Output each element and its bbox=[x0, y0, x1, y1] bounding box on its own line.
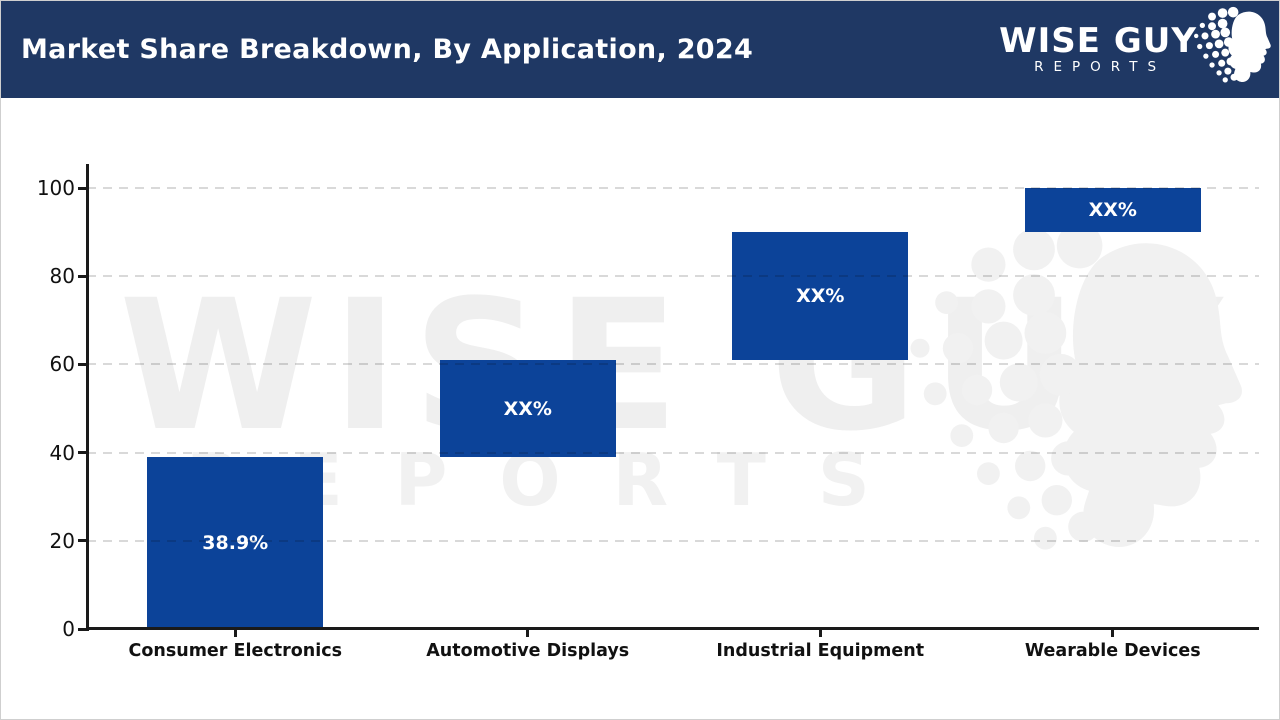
x-tick-3 bbox=[818, 630, 822, 637]
y-tick-80 bbox=[78, 274, 87, 278]
gridline-100 bbox=[87, 187, 1259, 189]
bar-value-label: XX% bbox=[503, 397, 552, 420]
y-tick-label: 60 bbox=[49, 352, 75, 377]
x-category-label: Industrial Equipment bbox=[716, 641, 925, 661]
x-category-label: Automotive Displays bbox=[426, 641, 630, 661]
y-tick-60 bbox=[78, 362, 87, 366]
bar-value-label: XX% bbox=[1088, 199, 1137, 222]
header-bar: Market Share Breakdown, By Application, … bbox=[1, 1, 1279, 98]
y-tick-label: 100 bbox=[36, 176, 75, 200]
y-tick-20 bbox=[78, 539, 87, 543]
y-tick-label: 40 bbox=[49, 440, 75, 465]
y-tick-label: 20 bbox=[49, 528, 75, 553]
x-tick-1 bbox=[233, 630, 237, 637]
x-category-label: Wearable Devices bbox=[1024, 641, 1201, 661]
y-axis bbox=[86, 164, 89, 631]
brand-name: WISE GUY bbox=[999, 21, 1197, 62]
bar-2: XX% bbox=[439, 359, 616, 458]
gridline-60 bbox=[87, 363, 1259, 366]
y-tick-label: 80 bbox=[49, 264, 75, 289]
gridline-80 bbox=[87, 275, 1259, 278]
y-tick-100 bbox=[78, 186, 87, 190]
bar-4: XX% bbox=[1024, 188, 1201, 233]
y-tick-0 bbox=[78, 627, 87, 631]
brand-logo-text: WISE GUY REPORTS bbox=[999, 24, 1197, 75]
brand-subtitle: REPORTS bbox=[1034, 59, 1167, 76]
gridline-20 bbox=[87, 539, 1259, 542]
bar-1: 38.9% bbox=[147, 457, 324, 629]
bar-value-label: XX% bbox=[796, 285, 845, 308]
x-tick-4 bbox=[1111, 630, 1115, 637]
x-tick-2 bbox=[526, 630, 530, 637]
page-title: Market Share Breakdown, By Application, … bbox=[21, 34, 754, 65]
y-tick-label: 0 bbox=[62, 617, 75, 641]
bar-3: XX% bbox=[732, 232, 909, 360]
y-tick-40 bbox=[78, 451, 87, 455]
brand-logo: WISE GUY REPORTS bbox=[999, 6, 1271, 94]
x-axis bbox=[86, 627, 1259, 630]
gridline-40 bbox=[87, 451, 1259, 454]
x-category-label: Consumer Electronics bbox=[128, 641, 343, 661]
bar-value-label: 38.9% bbox=[202, 532, 269, 555]
